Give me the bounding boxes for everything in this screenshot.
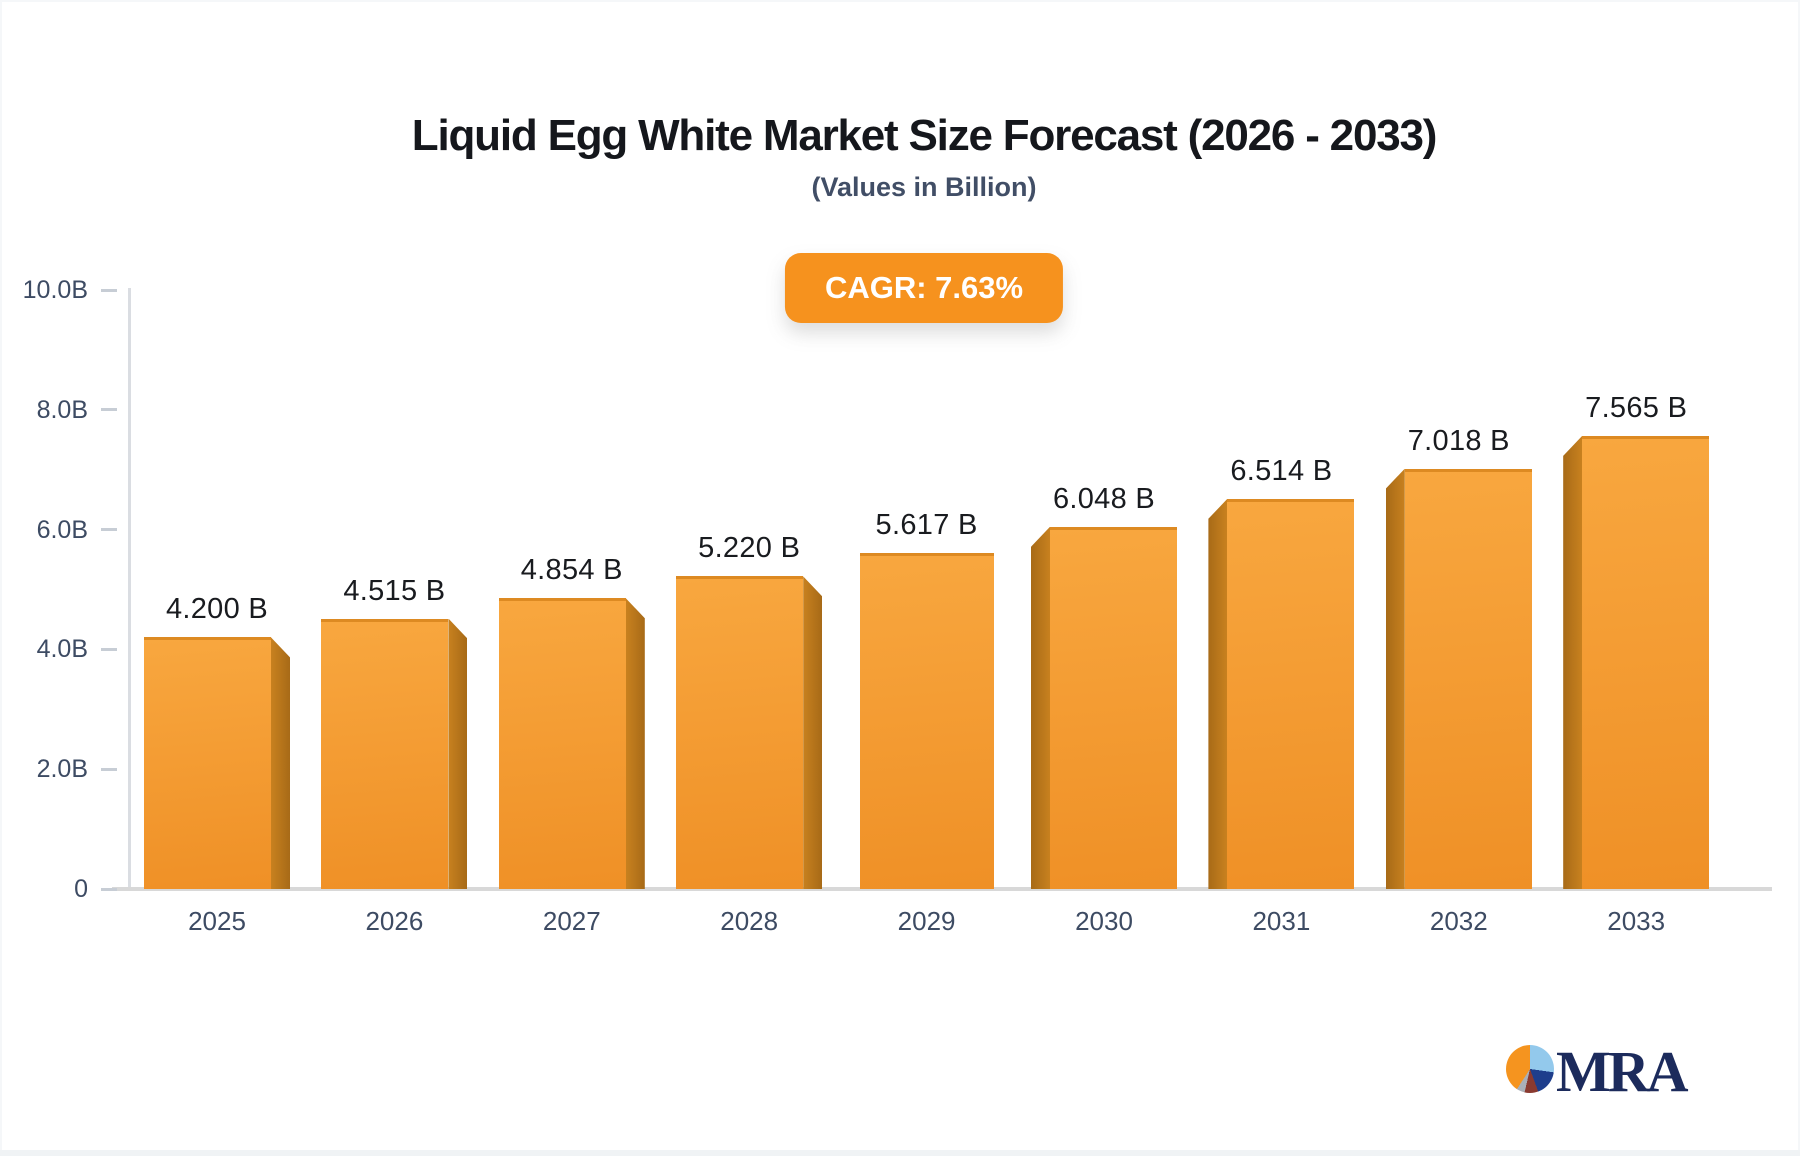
y-tick-label: 6.0B — [36, 515, 88, 544]
cagr-badge: CAGR: 7.63% — [784, 253, 1064, 323]
y-tick-label: 8.0B — [36, 395, 88, 424]
y-tick-dash — [101, 887, 117, 891]
x-axis-label-2025: 2025 — [188, 906, 246, 936]
y-tick-dash — [101, 408, 117, 412]
bar-value-label: 4.200 B — [165, 593, 269, 626]
bar-side-shadow — [1563, 435, 1583, 889]
bar-value-label: 5.220 B — [698, 532, 801, 565]
bar-value-label: 7.018 B — [1407, 424, 1510, 457]
x-axis-baseline — [112, 887, 1772, 891]
bar-face — [1227, 498, 1355, 889]
bar-side-shadow — [1031, 526, 1050, 889]
bar-2032 — [1385, 468, 1532, 889]
bar-face — [1582, 435, 1710, 889]
bar-value-label: 6.048 B — [1052, 482, 1156, 515]
bar-value-label: 6.514 B — [1230, 454, 1333, 487]
bar-2031 — [1208, 498, 1355, 889]
x-axis-label-2032: 2032 — [1429, 906, 1488, 936]
bar-face — [676, 576, 804, 889]
mra-logo: MRA — [1506, 1036, 1766, 1108]
bar-face — [144, 637, 271, 889]
x-axis-label-2031: 2031 — [1252, 906, 1311, 936]
bar-side-shadow — [803, 576, 823, 889]
bar-side-shadow — [448, 618, 468, 889]
bar-2027 — [498, 598, 645, 889]
bar-face — [1050, 526, 1177, 889]
chart-subtitle: (Values in Billion) — [811, 172, 1037, 202]
bar-2025 — [144, 637, 290, 889]
logo-text: MRA — [1556, 1039, 1689, 1104]
bar-2030 — [1031, 526, 1177, 889]
bar-face — [498, 598, 626, 889]
bar-side-shadow — [271, 637, 290, 889]
y-tick-dash — [101, 647, 117, 651]
bar-value-label: 4.854 B — [520, 554, 623, 587]
bar-side-shadow — [1385, 468, 1405, 889]
bottom-edge — [0, 1150, 1800, 1156]
bar-2029 — [859, 552, 994, 889]
x-axis-label-2026: 2026 — [365, 906, 424, 936]
y-tick-dash — [101, 528, 117, 532]
bar-2028 — [676, 576, 823, 889]
y-tick-dash — [101, 767, 117, 771]
bar-face — [859, 552, 994, 889]
bar-value-label: 4.515 B — [343, 574, 446, 607]
x-axis-label-2028: 2028 — [720, 906, 779, 936]
bar-value-label: 5.617 B — [875, 508, 978, 541]
y-tick-label: 4.0B — [36, 635, 88, 664]
bar-side-shadow — [1208, 498, 1228, 889]
x-axis-label-2033: 2033 — [1607, 906, 1666, 936]
chart-title: Liquid Egg White Market Size Forecast (2… — [411, 111, 1438, 160]
bar-face — [1404, 468, 1532, 889]
x-axis-label-2030: 2030 — [1075, 906, 1133, 936]
bar-face — [321, 618, 449, 889]
y-axis-line — [128, 288, 131, 891]
x-axis-label-2027: 2027 — [542, 906, 601, 936]
x-axis-label-2029: 2029 — [897, 906, 956, 936]
bar-2026 — [321, 618, 468, 889]
bar-side-shadow — [625, 598, 645, 889]
y-tick-label: 0 — [74, 875, 88, 903]
y-tick-dash — [101, 288, 117, 292]
y-tick-label: 2.0B — [36, 755, 88, 784]
bar-2033 — [1563, 435, 1710, 889]
y-tick-label: 10.0B — [22, 276, 88, 304]
bar-value-label: 7.565 B — [1585, 391, 1688, 424]
pie-chart-icon — [1506, 1045, 1554, 1093]
